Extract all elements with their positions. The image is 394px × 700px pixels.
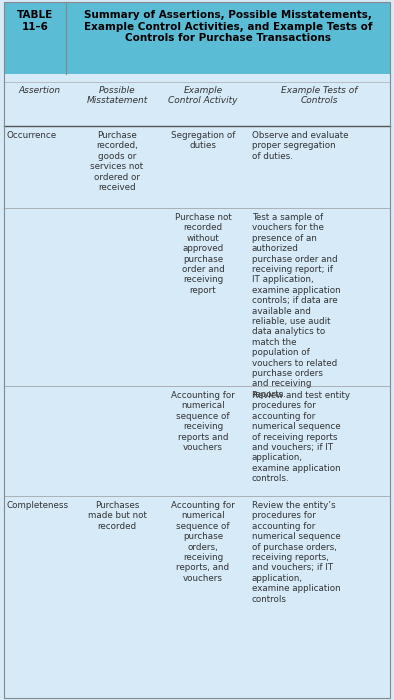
Text: Summary of Assertions, Possible Misstatements,
Example Control Activities, and E: Summary of Assertions, Possible Misstate… bbox=[84, 10, 372, 43]
Text: Example Tests of
Controls: Example Tests of Controls bbox=[281, 86, 357, 106]
Text: TABLE
11–6: TABLE 11–6 bbox=[17, 10, 53, 32]
Text: Occurrence: Occurrence bbox=[7, 131, 57, 140]
Bar bbox=[4, 2, 390, 74]
Text: Purchases
made but not
recorded: Purchases made but not recorded bbox=[87, 501, 147, 531]
Text: Review the entity’s
procedures for
accounting for
numerical sequence
of purchase: Review the entity’s procedures for accou… bbox=[252, 501, 341, 603]
Text: Test a sample of
vouchers for the
presence of an
authorized
purchase order and
r: Test a sample of vouchers for the presen… bbox=[252, 213, 341, 399]
Text: Accounting for
numerical
sequence of
purchase
orders,
receiving
reports, and
vou: Accounting for numerical sequence of pur… bbox=[171, 501, 235, 583]
Text: Segregation of
duties: Segregation of duties bbox=[171, 131, 235, 150]
Text: Example
Control Activity: Example Control Activity bbox=[168, 86, 238, 106]
Text: Assertion: Assertion bbox=[19, 86, 61, 95]
Text: Review and test entity
procedures for
accounting for
numerical sequence
of recei: Review and test entity procedures for ac… bbox=[252, 391, 350, 483]
Bar bbox=[4, 2, 66, 74]
Text: Purchase not
recorded
without
approved
purchase
order and
receiving
report: Purchase not recorded without approved p… bbox=[175, 213, 231, 295]
Text: Accounting for
numerical
sequence of
receiving
reports and
vouchers: Accounting for numerical sequence of rec… bbox=[171, 391, 235, 452]
Text: Observe and evaluate
proper segregation
of duties.: Observe and evaluate proper segregation … bbox=[252, 131, 349, 161]
Text: Purchase
recorded,
goods or
services not
ordered or
received: Purchase recorded, goods or services not… bbox=[91, 131, 143, 192]
Text: Possible
Misstatement: Possible Misstatement bbox=[86, 86, 148, 106]
Text: Completeness: Completeness bbox=[7, 501, 69, 510]
